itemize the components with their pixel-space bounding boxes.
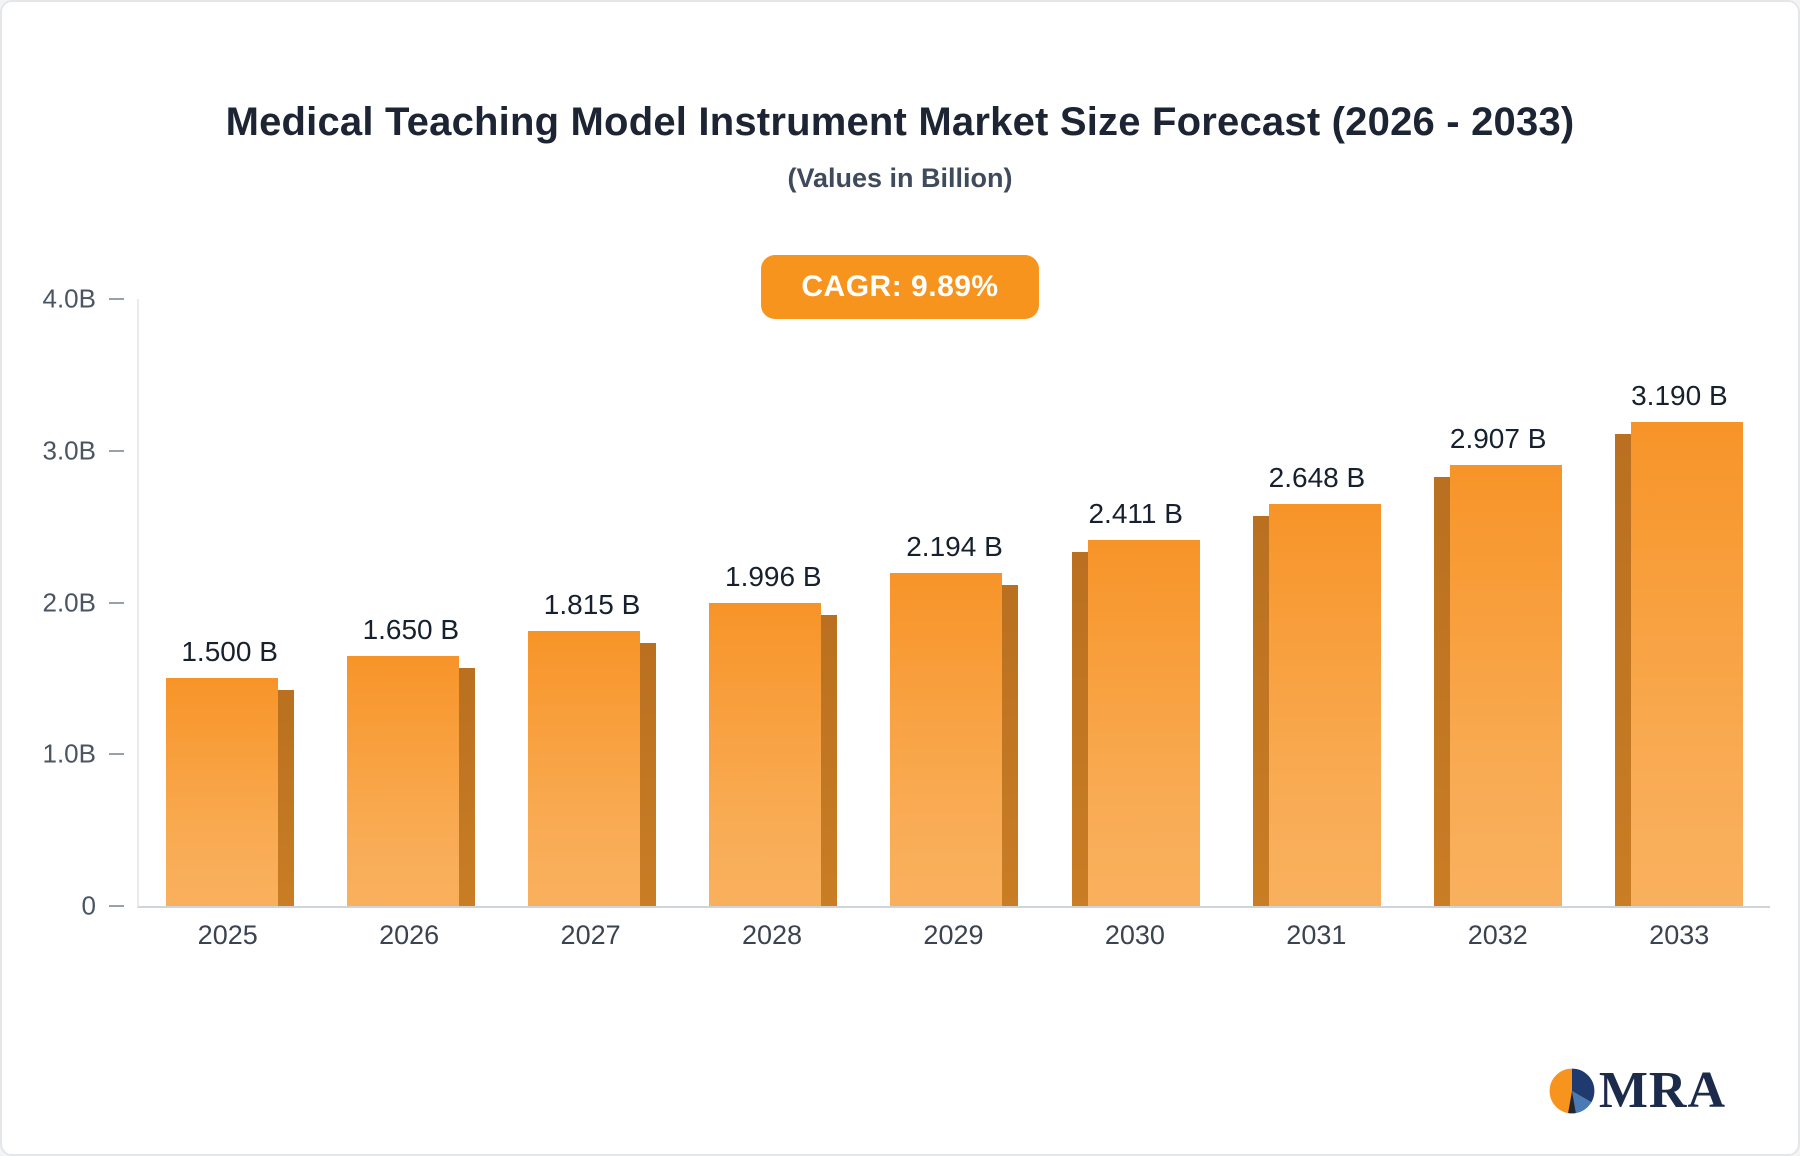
bar-side-shade (821, 615, 838, 906)
y-axis-tick-label: 1.0B (42, 738, 97, 769)
bar-value-label: 1.500 B (181, 636, 278, 668)
x-axis-labels: 2025 2026 2027 2028 2029 2030 2031 2032 2033 (137, 908, 1770, 951)
mra-logo-icon (1548, 1067, 1596, 1114)
bar-slot: 2.648 B (1226, 299, 1407, 906)
chart-title: Medical Teaching Model Instrument Market… (225, 100, 1575, 144)
bar-face (1268, 504, 1381, 906)
bar-face (528, 630, 641, 906)
bar-face (709, 603, 822, 906)
x-axis-label: 2026 (379, 920, 440, 950)
bar-side-shade (640, 642, 657, 906)
bar-chart: 1.500 B 1.650 B 1.815 B 1.996 B 2.194 B 2.411… (43, 284, 1770, 951)
y-axis-tick-label: 3.0B (42, 435, 97, 466)
x-axis-label: 2033 (1649, 920, 1710, 950)
bar-2028 (709, 603, 838, 906)
y-axis-tick-mark (109, 601, 124, 604)
bar-face (890, 573, 1003, 906)
bar-face (346, 655, 459, 906)
bar-value-label: 2.907 B (1449, 422, 1547, 454)
bar-face (1087, 540, 1200, 906)
bar-value-label: 2.411 B (1088, 498, 1183, 530)
bar-2027 (528, 630, 657, 906)
bar-value-label: 1.996 B (725, 561, 822, 593)
x-axis-label: 2027 (560, 920, 621, 950)
badge-row: CAGR: 9.89% (2, 255, 1798, 319)
bar-side-shade (458, 667, 475, 906)
bar-2032 (1434, 464, 1563, 906)
bar-2030 (1071, 540, 1200, 906)
x-axis-label: 2032 (1467, 920, 1528, 950)
y-axis-tick-mark (109, 298, 124, 300)
bar-side-shade (1252, 516, 1269, 906)
bar-slot: 2.907 B (1408, 299, 1589, 906)
x-axis-label: 2029 (923, 920, 984, 950)
y-axis-tick-label: 4.0B (42, 283, 97, 314)
y-axis-tick-label: 2.0B (42, 587, 97, 617)
bar-face (165, 678, 278, 906)
chart-subtitle: (Values in Billion) (787, 163, 1013, 193)
x-axis-label: 2025 (197, 920, 258, 950)
y-axis-tick-mark (109, 449, 124, 452)
bar-2025 (165, 678, 294, 906)
bar-slot: 1.650 B (320, 299, 501, 906)
bar-face (1450, 464, 1563, 906)
y-axis-tick-mark (109, 753, 124, 756)
y-axis-tick-label: 0 (81, 890, 96, 921)
bar-slot: 1.500 B (139, 299, 320, 906)
bar-side-shade (1434, 476, 1451, 906)
bar-2029 (890, 573, 1019, 906)
bar-2033 (1615, 421, 1744, 906)
y-axis-tick-mark (109, 905, 124, 907)
bar-slot: 3.190 B (1589, 299, 1770, 906)
bar-value-label: 2.648 B (1268, 462, 1366, 494)
bar-value-label: 2.194 B (906, 531, 1003, 563)
bar-side-shade (277, 690, 294, 906)
bar-value-label: 3.190 B (1631, 379, 1728, 411)
x-axis-label: 2031 (1286, 920, 1347, 950)
bars-container: 1.500 B 1.650 B 1.815 B 1.996 B 2.194 B 2.411… (139, 299, 1770, 906)
bar-2026 (346, 655, 475, 906)
x-axis-label: 2028 (741, 920, 803, 950)
bar-slot: 2.194 B (864, 299, 1045, 906)
bar-slot: 1.996 B (683, 299, 864, 906)
bar-face (1631, 421, 1744, 906)
bar-slot: 2.411 B (1045, 299, 1226, 906)
bar-2031 (1252, 504, 1381, 906)
bar-value-label: 1.815 B (543, 588, 641, 620)
x-axis-label: 2030 (1104, 920, 1165, 950)
mra-logo: MRA (1547, 1061, 1726, 1120)
bar-side-shade (1615, 433, 1632, 906)
bar-value-label: 1.650 B (362, 613, 460, 645)
bar-side-shade (1071, 552, 1088, 906)
bar-side-shade (1002, 585, 1019, 906)
cagr-badge: CAGR: 9.89% (761, 255, 1039, 319)
bar-slot: 1.815 B (501, 299, 682, 906)
mra-logo-text: MRA (1598, 1062, 1726, 1119)
plot-area: 1.500 B 1.650 B 1.815 B 1.996 B 2.194 B 2.411… (43, 284, 1770, 921)
